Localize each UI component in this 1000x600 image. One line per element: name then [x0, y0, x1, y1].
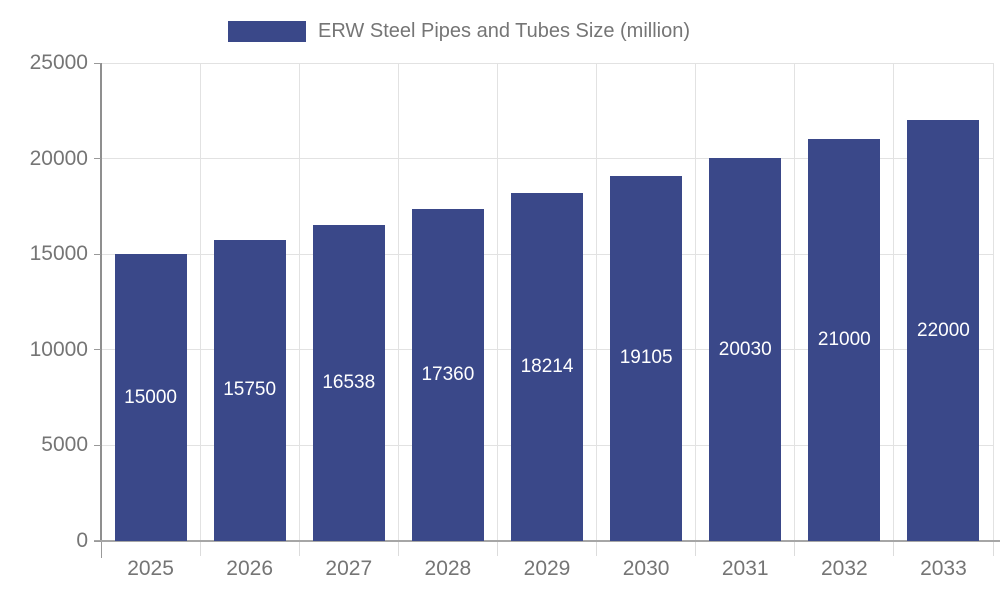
x-tick-label: 2031: [721, 557, 769, 580]
y-tick-label: 10000: [29, 337, 88, 361]
bar-value-label: 18214: [520, 355, 574, 377]
x-axis-tick: [199, 542, 201, 556]
x-tick-label: 2028: [424, 557, 472, 580]
legend-swatch: [228, 21, 306, 42]
y-axis-tick: [94, 540, 101, 542]
y-tick-label: 15000: [29, 242, 88, 266]
x-axis-tick: [596, 542, 598, 556]
bar-2029: 18214: [511, 192, 583, 541]
x-tick-label: 2033: [920, 557, 967, 580]
bar-value-label: 19105: [619, 347, 673, 369]
y-tick-label: 25000: [29, 51, 88, 74]
x-axis-tick: [992, 542, 994, 556]
bar-value-label: 15750: [223, 379, 277, 401]
x-tick-label: 2030: [622, 557, 670, 580]
y-tick-label: 20000: [29, 146, 88, 170]
y-axis-line: [100, 63, 102, 541]
bar-value-label: 16538: [322, 371, 376, 393]
x-axis-tick: [695, 542, 697, 556]
x-tick-label: 2025: [127, 557, 174, 580]
x-axis-line: [94, 540, 1000, 542]
gridline-vertical: [596, 63, 598, 541]
y-tick-label: 5000: [41, 433, 88, 457]
bar-2032: 21000: [808, 139, 881, 541]
bar-2025: 15000: [114, 254, 187, 541]
y-axis-tick: [94, 349, 101, 351]
bar-value-label: 15000: [124, 386, 177, 408]
gridline-horizontal: [101, 158, 993, 160]
gridline-vertical: [298, 63, 300, 541]
y-axis-tick: [94, 62, 101, 64]
bar-value-label: 21000: [817, 329, 871, 351]
legend-item[interactable]: ERW Steel Pipes and Tubes Size (million): [228, 21, 690, 42]
x-axis-tick: [397, 542, 399, 556]
x-tick-label: 2026: [226, 557, 274, 580]
plot-area: 15000 15750 16538 17360 18214 19105 20030 21000…: [94, 62, 1000, 542]
gridline-vertical: [893, 63, 895, 541]
y-tick-label: 0: [76, 529, 88, 552]
bar-2026: 15750: [213, 239, 286, 541]
bar-value-label: 22000: [917, 319, 970, 341]
bar-2033: 22000: [907, 120, 980, 541]
bar-2031: 20030: [709, 158, 782, 541]
bar-2028: 17360: [411, 209, 484, 541]
y-axis-tick: [94, 444, 101, 446]
x-axis-tick: [893, 542, 895, 556]
x-axis-tick: [100, 542, 102, 558]
gridline-vertical: [397, 63, 399, 541]
x-tick-label: 2027: [325, 557, 373, 580]
x-tick-label: 2029: [523, 557, 571, 580]
x-axis-tick: [298, 542, 300, 556]
bar-2027: 16538: [312, 224, 385, 541]
gridline-vertical: [695, 63, 697, 541]
gridline-vertical: [992, 63, 994, 541]
bar-2030: 19105: [610, 175, 683, 541]
y-axis-tick: [94, 253, 101, 255]
gridline-vertical: [496, 63, 498, 541]
bar-value-label: 17360: [421, 364, 475, 386]
legend-label: ERW Steel Pipes and Tubes Size (million): [318, 20, 691, 42]
bar-value-label: 20030: [718, 338, 772, 360]
gridline-horizontal: [101, 62, 993, 64]
x-axis-tick: [496, 542, 498, 556]
y-axis-tick: [94, 158, 101, 160]
x-tick-label: 2032: [820, 557, 868, 580]
gridline-vertical: [199, 63, 201, 541]
x-axis-tick: [794, 542, 796, 556]
gridline-vertical: [794, 63, 796, 541]
